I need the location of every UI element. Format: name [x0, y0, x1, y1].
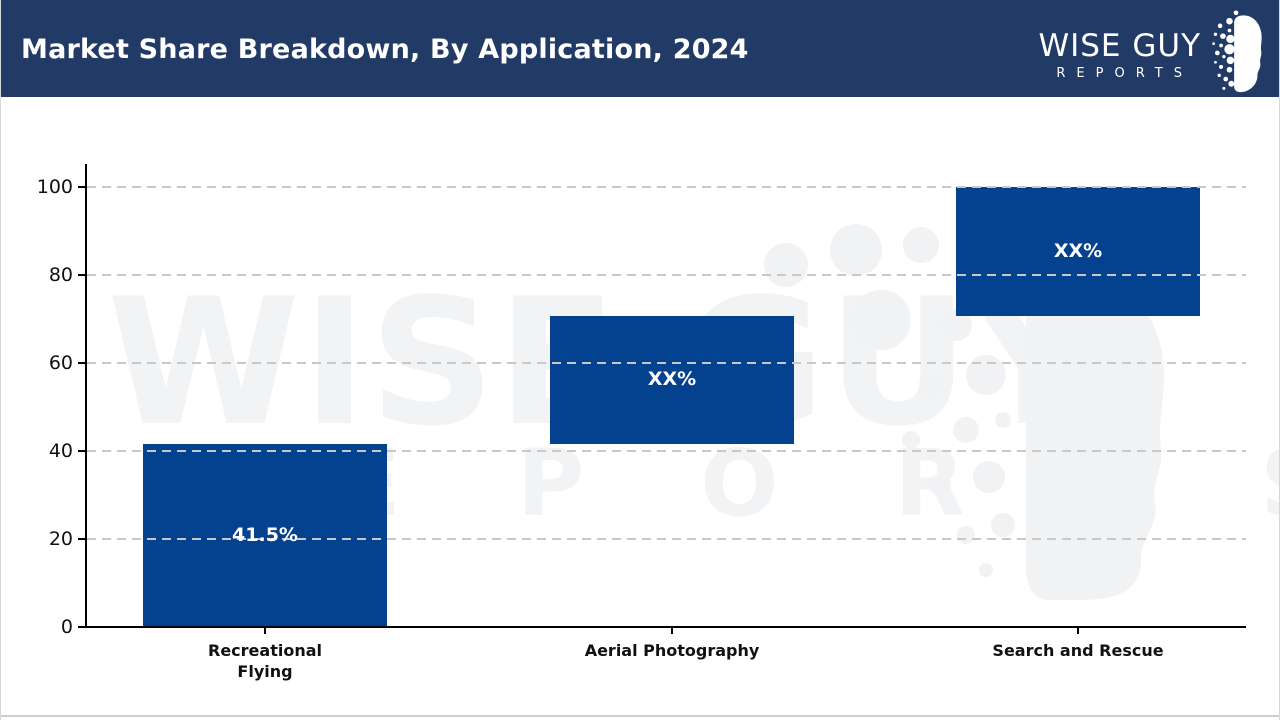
- bar-value-label: 41.5%: [232, 523, 298, 546]
- gridline: [87, 449, 1246, 452]
- y-tick-label: 80: [48, 263, 73, 286]
- header-band: Market Share Breakdown, By Application, …: [1, 0, 1279, 97]
- x-axis-line: [85, 626, 1246, 628]
- gridline: [87, 361, 1246, 364]
- page-title: Market Share Breakdown, By Application, …: [21, 34, 749, 65]
- bar-segment: [550, 316, 794, 444]
- x-category-label: Aerial Photography: [584, 641, 760, 660]
- y-tick-mark: [78, 449, 86, 452]
- y-tick-mark: [78, 625, 86, 628]
- y-tick-label: 20: [48, 527, 73, 550]
- bar-segment: [956, 186, 1200, 317]
- y-tick-mark: [78, 273, 86, 276]
- y-tick-label: 60: [48, 351, 73, 374]
- bar-value-label: XX%: [647, 368, 697, 391]
- y-tick-label: 100: [36, 175, 73, 198]
- dotted-face-profile-icon: [1212, 10, 1262, 93]
- y-tick-label: 0: [60, 615, 73, 638]
- x-tick-mark: [264, 628, 266, 634]
- footer-rule: [1, 715, 1279, 717]
- gridline: [87, 185, 1246, 188]
- y-tick-mark: [78, 361, 86, 364]
- y-tick-mark: [78, 537, 86, 540]
- y-tick-label: 40: [48, 439, 73, 462]
- gridline: [87, 273, 1246, 276]
- y-tick-mark: [78, 185, 86, 188]
- x-category-label: Recreational Flying: [208, 641, 322, 681]
- logo-primary-text: WISE GUY: [1038, 28, 1201, 64]
- x-tick-mark: [1077, 628, 1079, 634]
- bar-segment: [143, 443, 387, 627]
- gridline: [87, 537, 1246, 540]
- logo-secondary-text: REPORTS: [1056, 66, 1193, 81]
- y-axis-line: [85, 164, 87, 628]
- x-tick-mark: [671, 628, 673, 634]
- x-category-label: Search and Rescue: [992, 641, 1164, 660]
- wise-guy-reports-logo: WISE GUY REPORTS: [1017, 6, 1267, 94]
- bar-value-label: XX%: [1053, 239, 1103, 262]
